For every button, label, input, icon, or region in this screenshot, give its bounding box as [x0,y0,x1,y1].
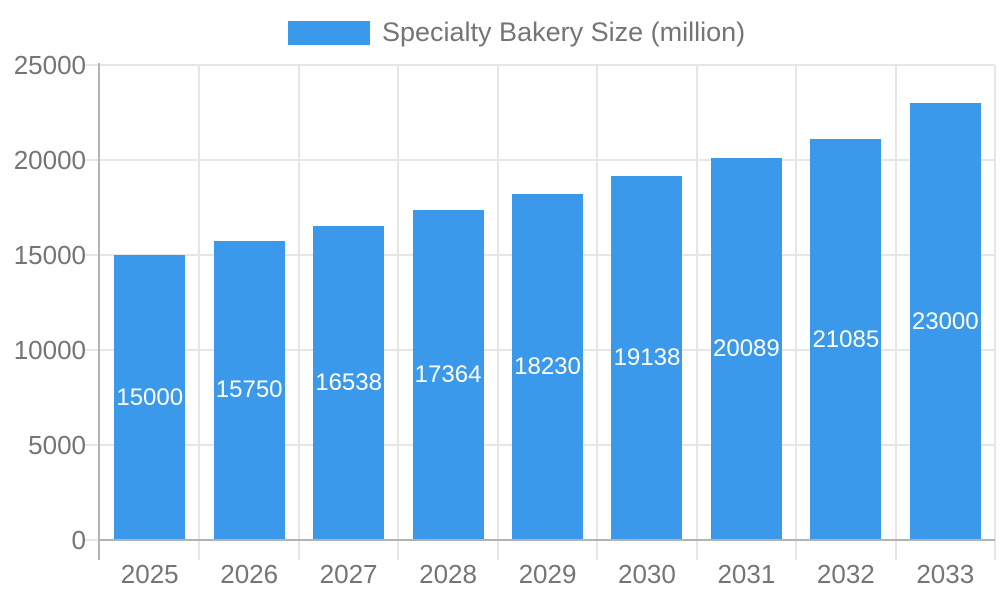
y-axis-tick [83,444,100,446]
gridline [100,159,995,161]
y-axis-label: 10000 [13,335,86,365]
gridline [297,65,300,540]
bar-value-label: 16538 [315,368,382,396]
x-axis-label: 2031 [717,559,776,589]
x-axis-tick [695,540,698,560]
bar-2025[interactable] [114,255,186,540]
y-axis-tick [83,254,100,256]
y-axis-label: 15000 [13,240,86,270]
gridline [100,64,995,66]
y-axis-tick [83,64,100,66]
x-axis-tick [596,540,599,560]
bar-2031[interactable] [710,158,782,540]
legend-label: Specialty Bakery Size (million) [382,17,746,47]
bar-value-label: 23000 [911,307,979,335]
y-axis-tick [83,349,100,351]
y-axis-line [98,63,100,560]
bar-2033[interactable] [909,103,981,540]
gridline [596,65,599,540]
bar-2029[interactable] [512,193,583,540]
bar-2032[interactable] [810,139,882,540]
x-axis-tick [994,540,996,560]
gridline [496,65,499,540]
y-axis-tick [83,159,100,161]
gridline [695,65,698,540]
x-axis-tick [297,540,300,560]
bar-value-label: 19138 [613,344,681,372]
x-axis-tick [496,540,499,560]
bar-2030[interactable] [611,176,683,540]
bar-value-label: 18230 [514,352,581,380]
bar-value-label: 20089 [713,335,780,363]
x-axis-label: 2026 [220,559,279,589]
x-axis-label: 2025 [120,559,179,589]
legend-swatch [288,20,370,45]
x-axis-label: 2027 [319,559,378,589]
y-axis-tick [83,539,100,541]
x-axis-label: 2028 [419,559,477,589]
bar-2026[interactable] [213,240,285,540]
gridline [397,65,400,540]
x-axis-tick [894,540,897,560]
x-axis-tick [198,540,201,560]
y-axis-label: 5000 [28,430,86,460]
chart-legend: Specialty Bakery Size (million) [288,19,745,46]
gridline [198,65,201,540]
bar-value-label: 21085 [812,325,880,353]
x-axis-label: 2029 [518,559,577,589]
x-axis-baseline [98,539,995,541]
x-axis-label: 2030 [618,559,676,589]
y-axis-label: 25000 [13,50,86,80]
gridline [894,65,897,540]
bar-2028[interactable] [412,210,484,540]
x-axis-tick [795,540,798,560]
y-axis-label: 0 [71,525,86,555]
x-axis-label: 2032 [816,559,875,589]
y-axis-label: 20000 [13,145,86,175]
bar-2027[interactable] [313,225,385,540]
bar-value-label: 15750 [215,376,283,404]
gridline [795,65,798,540]
bar-value-label: 15000 [116,383,184,411]
bar-value-label: 17364 [414,361,482,389]
gridline [994,65,996,540]
x-axis-label: 2033 [916,559,975,589]
x-axis-tick [397,540,400,560]
